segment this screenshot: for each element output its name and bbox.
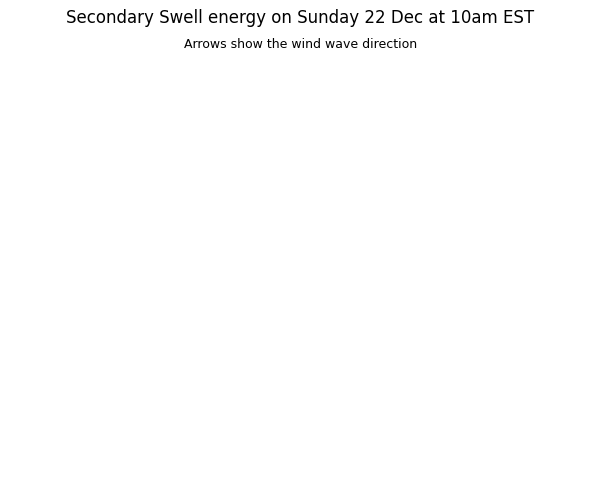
Text: cartopy required: cartopy required [243, 265, 358, 279]
Text: Arrows show the wind wave direction: Arrows show the wind wave direction [184, 39, 417, 51]
Text: Secondary Swell energy on Sunday 22 Dec at 10am EST: Secondary Swell energy on Sunday 22 Dec … [67, 9, 534, 27]
